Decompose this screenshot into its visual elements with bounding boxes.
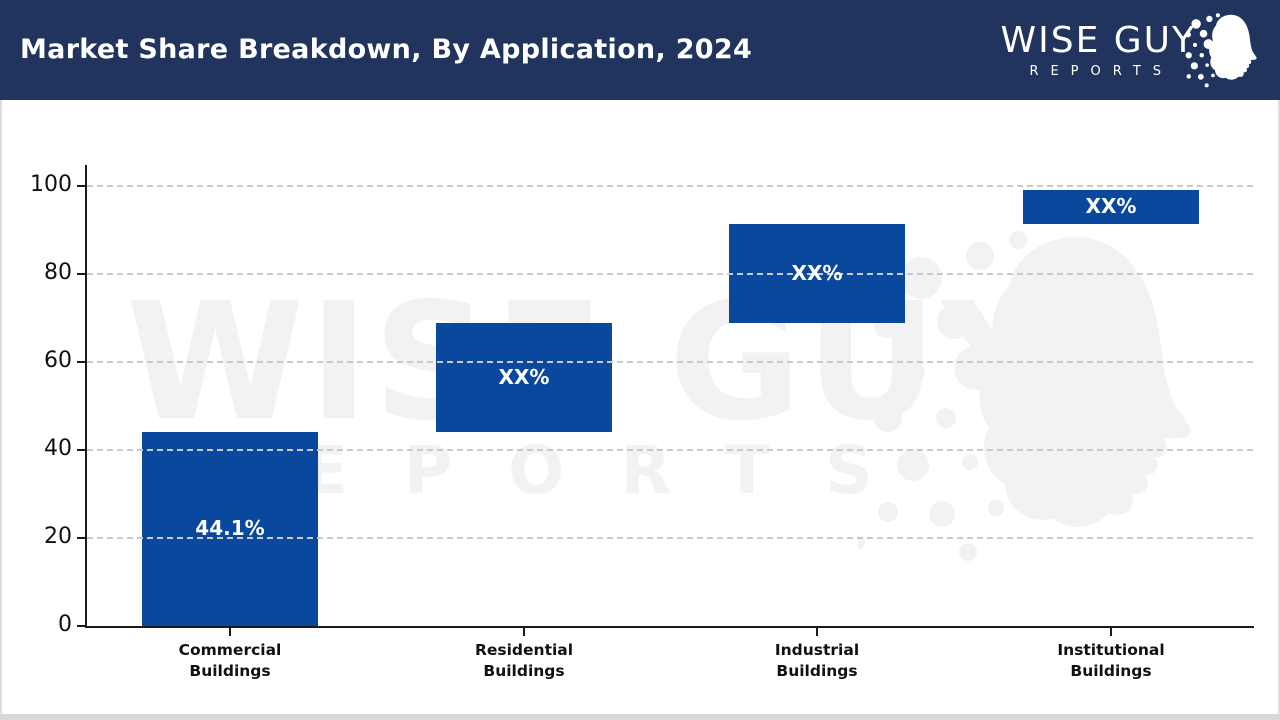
- waterfall-bar: [436, 323, 612, 432]
- y-axis-tick-label: 40: [44, 436, 72, 461]
- brand-name: WISE GUY: [1000, 20, 1196, 61]
- y-axis-tick: [77, 625, 85, 627]
- bar-value-label: XX%: [498, 364, 550, 389]
- x-category-label: Residential Buildings: [474, 641, 574, 680]
- header-bar: Market Share Breakdown, By Application, …: [0, 0, 1280, 100]
- brand-subname: REPORTS: [1029, 64, 1174, 79]
- y-axis-tick-label: 100: [30, 172, 72, 197]
- dotted-face-watermark-icon: [858, 231, 1191, 561]
- gridline: [87, 185, 1253, 187]
- y-axis-tick-label: 80: [44, 260, 72, 285]
- chart-title: Market Share Breakdown, By Application, …: [20, 34, 753, 65]
- y-axis-tick: [77, 273, 85, 275]
- x-axis-tick: [816, 628, 818, 636]
- waterfall-bar: [1023, 189, 1199, 224]
- y-axis-tick: [77, 361, 85, 363]
- x-axis-tick: [523, 628, 525, 636]
- brand-logo: WISE GUY REPORTS: [1001, 4, 1275, 96]
- bottom-strip: [0, 714, 1280, 720]
- bar-value-label: XX%: [1085, 193, 1137, 218]
- y-axis-tick-label: 60: [44, 348, 72, 373]
- y-axis-tick: [77, 449, 85, 451]
- bar-value-label: 44.1%: [195, 515, 265, 540]
- gridline: [87, 361, 1253, 363]
- x-axis-line: [85, 626, 1254, 628]
- gridline: [87, 449, 1253, 451]
- y-axis-tick-label: 20: [44, 524, 72, 549]
- bar-value-label: XX%: [791, 260, 843, 285]
- x-category-label: Institutional Buildings: [1057, 641, 1165, 680]
- x-category-label: Industrial Buildings: [774, 641, 860, 680]
- x-axis-tick: [229, 628, 231, 636]
- y-axis-tick: [77, 185, 85, 187]
- brand-logo-text: WISE GUY REPORTS: [1000, 20, 1197, 80]
- y-axis-tick-label: 0: [58, 612, 72, 637]
- x-axis-tick: [1110, 628, 1112, 636]
- gridline: [87, 273, 1253, 275]
- y-axis-line: [85, 165, 87, 628]
- x-category-label: Commercial Buildings: [178, 641, 282, 680]
- dotted-face-icon: [1185, 13, 1257, 88]
- gridline: [87, 537, 1253, 539]
- y-axis-tick: [77, 537, 85, 539]
- waterfall-bar: [142, 431, 318, 626]
